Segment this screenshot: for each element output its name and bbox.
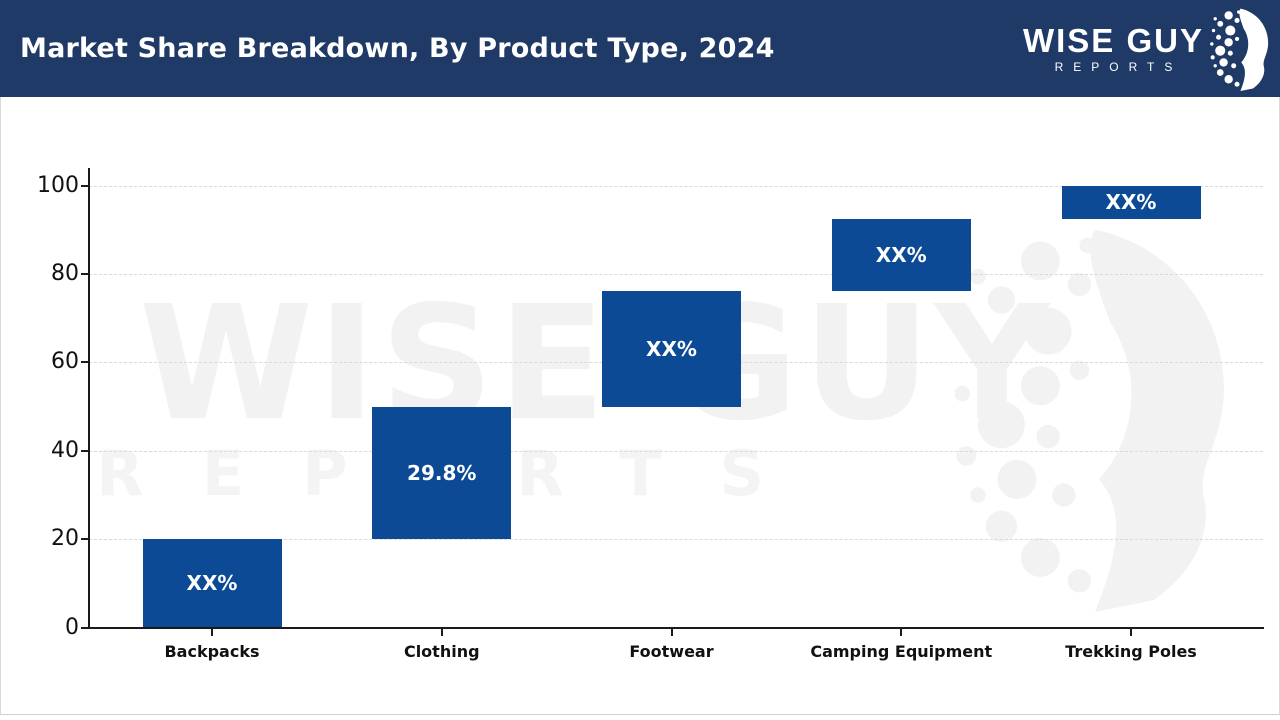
y-tick-label: 60 [51, 349, 79, 375]
y-gridline [89, 539, 1263, 541]
y-tick-label: 80 [51, 260, 79, 286]
bar-camping-equipment: XX% [831, 219, 971, 292]
y-tick-mark [81, 361, 88, 364]
bar-value-label: XX% [186, 571, 238, 596]
y-tick-mark [81, 449, 88, 452]
bar-value-label: 29.8% [407, 461, 477, 486]
bar-trekking-poles: XX% [1061, 185, 1201, 220]
bar-backpacks: XX% [142, 539, 282, 628]
bar-value-label: XX% [646, 337, 697, 362]
x-category-label: Backpacks [164, 641, 260, 661]
x-axis-line [87, 627, 1264, 629]
watermark-text-main: WISE GUY [139, 272, 1054, 456]
x-tick-mark [900, 629, 903, 636]
y-tick-mark [81, 272, 88, 275]
brand-logo: WISE GUY REPORTS [1023, 5, 1274, 93]
y-gridline [89, 273, 1263, 275]
y-tick-mark [81, 184, 88, 187]
x-category-label: Trekking Poles [1065, 641, 1197, 661]
x-tick-mark [211, 629, 213, 636]
x-tick-mark [440, 629, 443, 636]
face-profile-icon [1210, 8, 1269, 91]
bottom-border-line [0, 714, 1280, 715]
y-tick-label: 0 [65, 614, 79, 640]
x-tick-mark [1130, 629, 1132, 636]
x-category-label: Footwear [629, 641, 714, 661]
x-category-label: Camping Equipment [810, 641, 993, 661]
y-gridline [89, 185, 1263, 187]
x-category-label: Clothing [403, 641, 480, 661]
bar-value-label: XX% [1105, 190, 1157, 215]
y-tick-label: 20 [51, 526, 79, 552]
bar-clothing: 29.8% [372, 407, 512, 540]
bar-value-label: XX% [875, 243, 927, 268]
bar-footwear: XX% [602, 291, 741, 408]
y-axis-line [87, 168, 90, 629]
y-gridline [89, 450, 1263, 452]
logo-wordmark: WISE GUY REPORTS [1022, 21, 1204, 74]
y-tick-label: 40 [51, 437, 79, 463]
y-tick-mark [81, 538, 88, 541]
header: Market Share Breakdown, By Product Type,… [0, 0, 1280, 97]
watermark-face-icon [954, 229, 1224, 613]
y-tick-mark [81, 626, 88, 629]
page-title: Market Share Breakdown, By Product Type,… [20, 33, 775, 64]
x-tick-mark [670, 629, 673, 636]
y-tick-label: 100 [37, 172, 79, 198]
logo-text-main: WISE GUY [1022, 21, 1204, 59]
logo-text-sub: REPORTS [1054, 59, 1183, 74]
